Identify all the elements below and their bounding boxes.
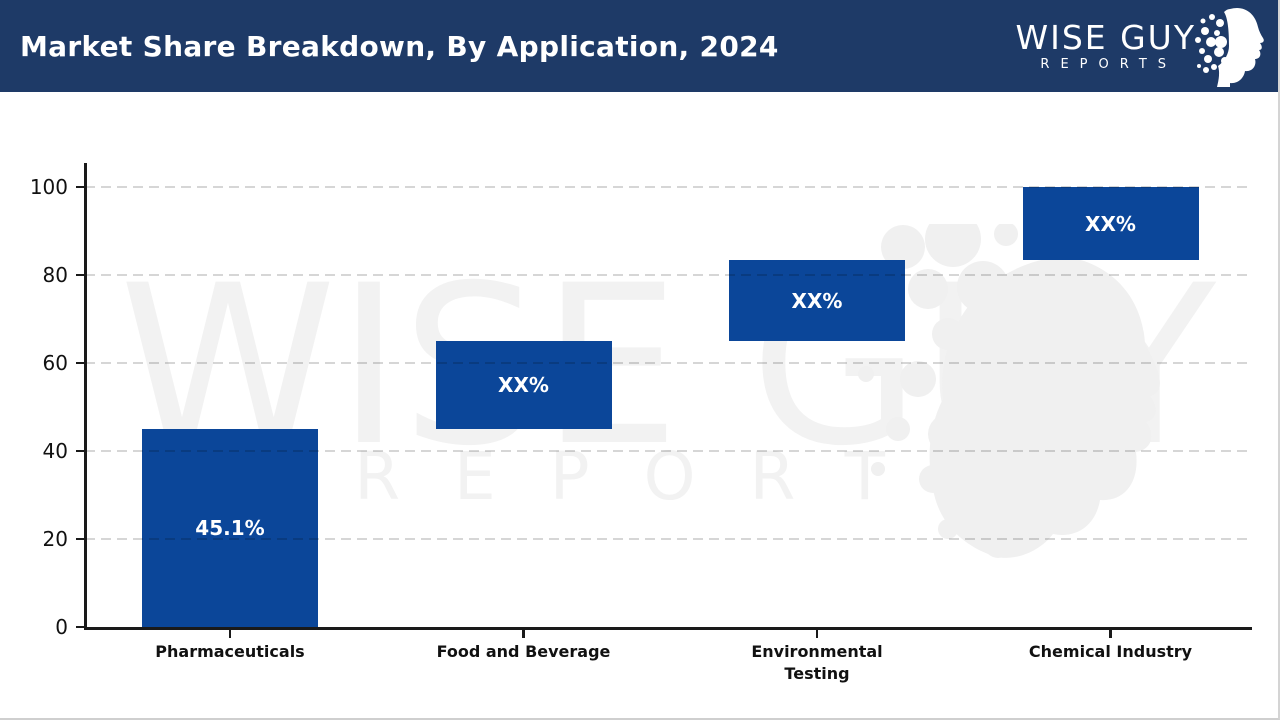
watermark-face-icon (857, 224, 1160, 558)
y-tick-label-40: 40 (42, 439, 68, 463)
y-tick-80 (76, 273, 85, 277)
x-tick-label-2: Food and Beverage (436, 642, 611, 661)
gridline-60 (85, 362, 1250, 364)
x-tick-label-3: Environmental Testing (751, 642, 883, 683)
gridline-40 (85, 450, 1250, 452)
bar-environmental-testing (729, 260, 905, 341)
y-tick-60 (76, 361, 85, 365)
header-band: Market Share Breakdown, By Application, … (0, 0, 1278, 92)
gridline-20 (85, 538, 1250, 540)
gridline-100 (85, 186, 1250, 188)
brand-logo-text: WISE GUY REPORTS (1015, 21, 1196, 72)
bar-value-label: 45.1% (195, 515, 265, 540)
y-axis-spine (84, 163, 87, 629)
brand-face-icon (1195, 7, 1264, 88)
bar-chemical-industry (1022, 187, 1199, 261)
watermark-subtext: REPORTS (354, 438, 1035, 515)
x-tick-2 (522, 629, 525, 638)
brand-subtext: REPORTS (1040, 56, 1178, 72)
gridline-80 (85, 274, 1250, 276)
x-tick-1 (228, 629, 232, 638)
page-title: Market Share Breakdown, By Application, … (20, 29, 779, 63)
x-tick-label-4: Chemical Industry (1028, 642, 1193, 661)
y-tick-0 (76, 625, 85, 629)
bar-value-label: XX% (498, 372, 549, 397)
y-tick-20 (76, 537, 85, 541)
bar-food-and-beverage (435, 340, 612, 429)
plot-area: 0 20 40 60 80 100 45.1% Pharmaceuticals XX% Food … (0, 92, 1278, 718)
x-axis-spine (84, 627, 1252, 630)
y-tick-40 (76, 449, 85, 453)
brand-logo: WISE GUY REPORTS (1015, 4, 1266, 88)
bar-value-label: XX% (1085, 211, 1136, 236)
y-tick-label-0: 0 (55, 615, 68, 639)
y-tick-100 (76, 185, 85, 189)
brand-wordmark: WISE GUY (1015, 17, 1196, 57)
y-tick-label-100: 100 (29, 175, 68, 199)
x-tick-3 (815, 629, 819, 638)
y-tick-label-60: 60 (42, 351, 68, 375)
y-tick-label-20: 20 (42, 527, 68, 551)
y-tick-label-80: 80 (42, 263, 68, 287)
bar-pharmaceuticals (142, 428, 318, 627)
x-tick-4 (1109, 629, 1112, 638)
bar-value-label: XX% (791, 288, 843, 313)
x-tick-label-1: Pharmaceuticals (155, 642, 305, 661)
